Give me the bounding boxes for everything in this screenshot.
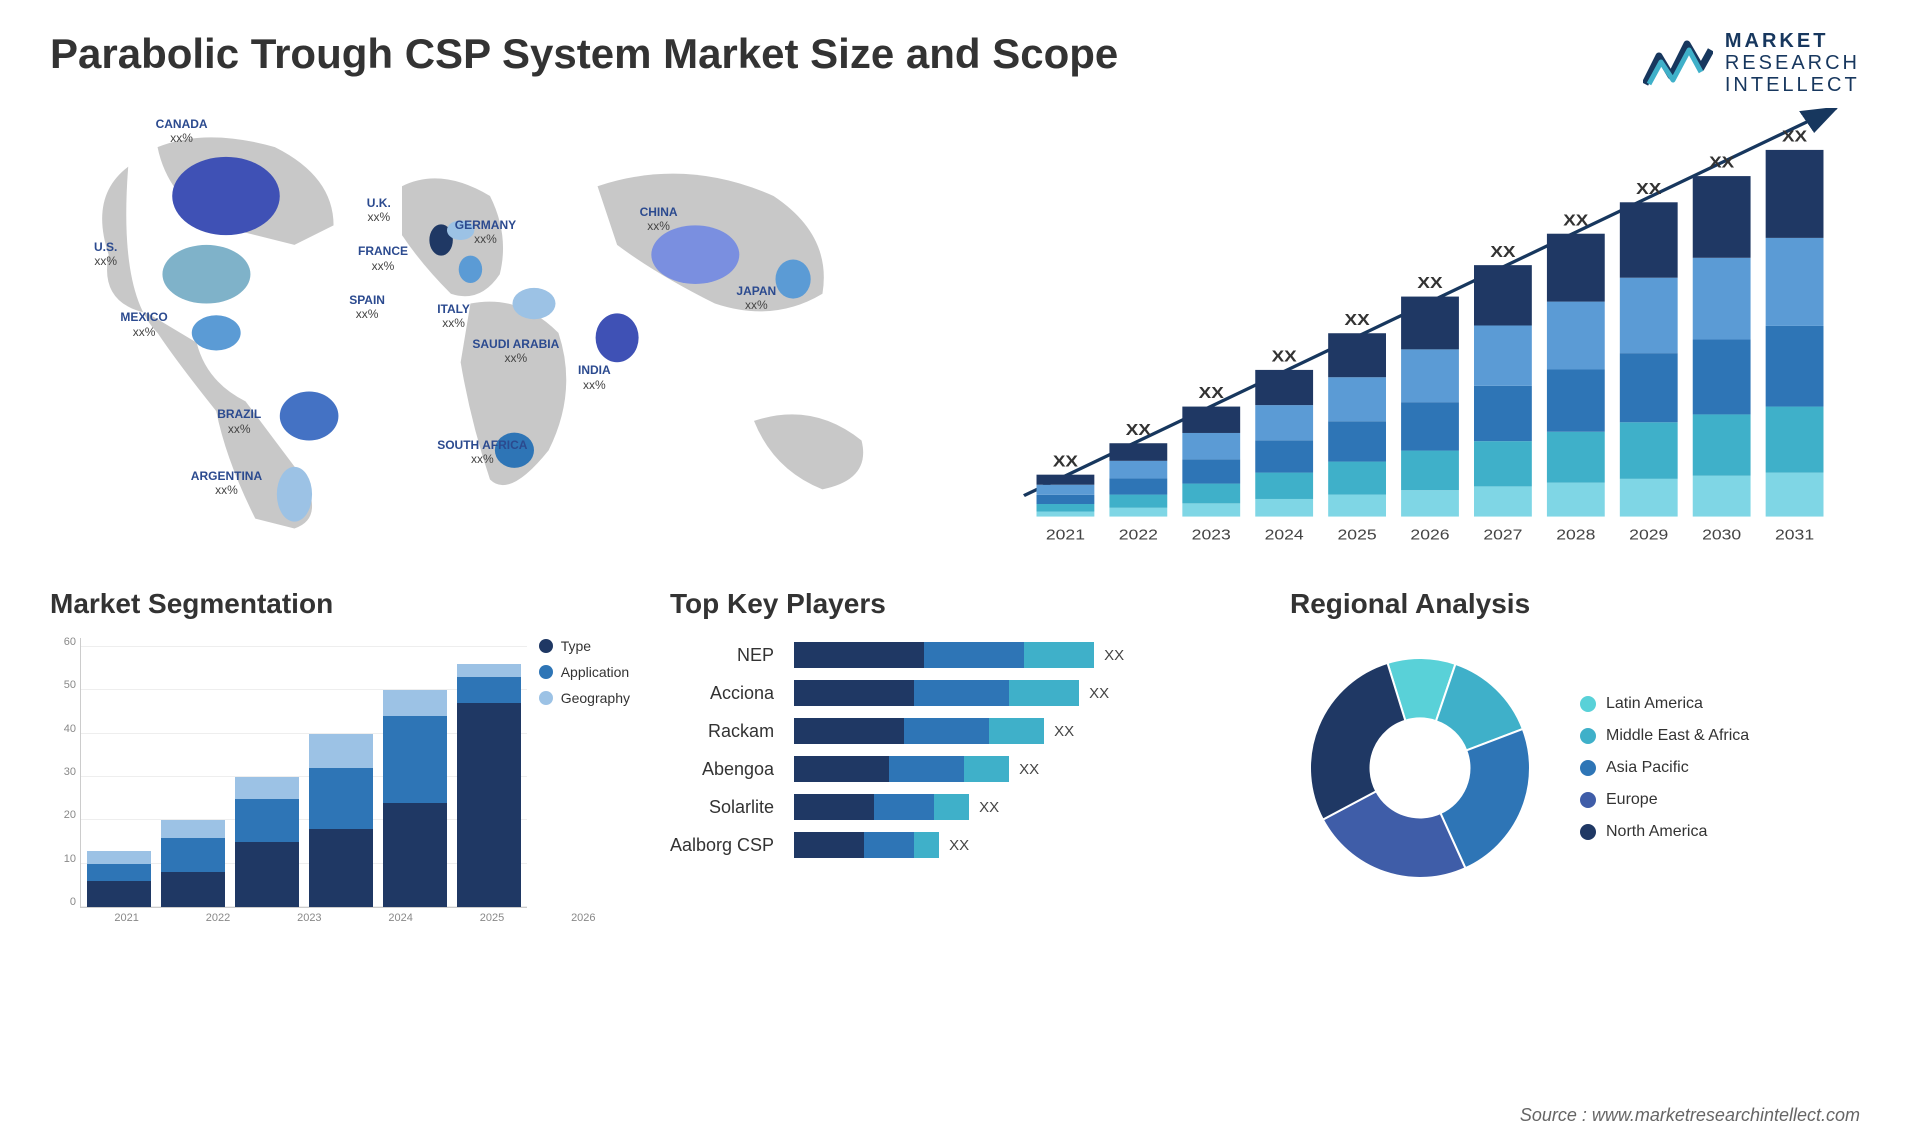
svg-text:XX: XX [1563,211,1589,229]
map-label-italy: ITALYxx% [437,302,470,331]
map-label-argentina: ARGENTINAxx% [191,469,262,498]
svg-text:2025: 2025 [1338,527,1377,543]
regional-legend-item: Asia Pacific [1580,759,1749,777]
segmentation-bar [309,734,373,907]
segmentation-plot [80,638,527,908]
svg-text:XX: XX [1709,153,1735,171]
segmentation-legend-item: Type [539,638,630,654]
svg-text:XX: XX [1199,384,1225,402]
svg-text:2024: 2024 [1265,527,1304,543]
logo: MARKET RESEARCH INTELLECT [1643,30,1860,96]
players-title: Top Key Players [670,588,1250,620]
svg-text:2026: 2026 [1410,527,1449,543]
map-label-canada: CANADAxx% [156,117,208,146]
map-label-south-africa: SOUTH AFRICAxx% [437,438,527,467]
regional-donut [1290,638,1550,898]
svg-text:XX: XX [1053,452,1079,470]
map-label-saudi-arabia: SAUDI ARABIAxx% [472,337,559,366]
logo-icon [1643,38,1713,88]
players-panel: Top Key Players NEP Acciona Rackam Abengoa S… [670,588,1250,924]
map-label-mexico: MEXICOxx% [120,310,167,339]
player-row: XX [794,756,1250,782]
svg-text:2022: 2022 [1119,527,1158,543]
segmentation-title: Market Segmentation [50,588,630,620]
svg-text:2031: 2031 [1775,527,1814,543]
regional-legend-item: North America [1580,823,1749,841]
player-row: XX [794,642,1250,668]
svg-text:2023: 2023 [1192,527,1231,543]
regional-legend: Latin America Middle East & Africa Asia Pa… [1580,695,1749,841]
logo-text-2: RESEARCH [1725,52,1860,74]
map-label-spain: SPAINxx% [349,293,385,322]
segmentation-bar [457,664,521,907]
player-row: XX [794,718,1250,744]
segmentation-bar [161,820,225,907]
world-map-panel: CANADAxx% U.S.xx% MEXICOxx% BRAZILxx% ARGENT… [50,108,930,548]
page-title: Parabolic Trough CSP System Market Size … [50,30,1870,78]
map-label-france: FRANCExx% [358,244,408,273]
svg-text:XX: XX [1490,242,1516,260]
svg-text:XX: XX [1636,179,1662,197]
player-name: NEP [737,642,774,668]
segmentation-legend: Type Application Geography [539,638,630,908]
growth-chart: XX 2021 XX 2022 XX 2023 XX 2024 XX 2025 XX 2026 XX 20… [990,108,1870,548]
player-name: Aalborg CSP [670,832,774,858]
players-names: NEP Acciona Rackam Abengoa Solarlite Aalborg … [670,638,774,858]
player-name: Abengoa [702,756,774,782]
player-value: XX [1019,761,1039,778]
svg-text:XX: XX [1272,347,1298,365]
player-value: XX [979,799,999,816]
world-map-icon [50,108,930,538]
player-name: Solarlite [709,794,774,820]
player-name: Acciona [710,680,774,706]
map-label-brazil: BRAZILxx% [217,407,261,436]
player-row: XX [794,680,1250,706]
source-text: Source : www.marketresearchintellect.com [1520,1105,1860,1126]
regional-legend-item: Latin America [1580,695,1749,713]
svg-text:2027: 2027 [1483,527,1522,543]
segmentation-xaxis: 202120222023202420252026 [50,908,630,924]
player-row: XX [794,832,1250,858]
player-name: Rackam [708,718,774,744]
regional-legend-item: Europe [1580,791,1749,809]
player-row: XX [794,794,1250,820]
segmentation-panel: Market Segmentation 0102030405060 Type Ap… [50,588,630,924]
segmentation-bar [235,777,299,907]
logo-text-3: INTELLECT [1725,74,1860,96]
segmentation-bar [383,690,447,907]
logo-text-1: MARKET [1725,30,1860,52]
svg-text:2029: 2029 [1629,527,1668,543]
regional-panel: Regional Analysis Latin America Middle Ea… [1290,588,1870,924]
segmentation-legend-item: Application [539,664,630,680]
svg-text:2030: 2030 [1702,527,1741,543]
segmentation-yaxis: 0102030405060 [50,638,80,908]
player-value: XX [1089,685,1109,702]
map-label-china: CHINAxx% [640,205,678,234]
player-value: XX [1054,723,1074,740]
segmentation-bar [87,851,151,907]
svg-text:2021: 2021 [1046,527,1085,543]
player-value: XX [1104,647,1124,664]
map-label-india: INDIAxx% [578,363,611,392]
segmentation-legend-item: Geography [539,690,630,706]
map-label-japan: JAPANxx% [736,284,776,313]
svg-text:XX: XX [1126,420,1152,438]
svg-text:XX: XX [1345,310,1371,328]
regional-title: Regional Analysis [1290,588,1870,620]
player-value: XX [949,837,969,854]
regional-legend-item: Middle East & Africa [1580,727,1749,745]
svg-text:2028: 2028 [1556,527,1595,543]
svg-text:XX: XX [1782,127,1808,145]
players-bars: XX XX XX XX XX XX [794,638,1250,858]
map-label-u-s-: U.S.xx% [94,240,117,269]
map-label-u-k-: U.K.xx% [367,196,391,225]
map-label-germany: GERMANYxx% [455,218,516,247]
svg-text:XX: XX [1417,274,1443,292]
